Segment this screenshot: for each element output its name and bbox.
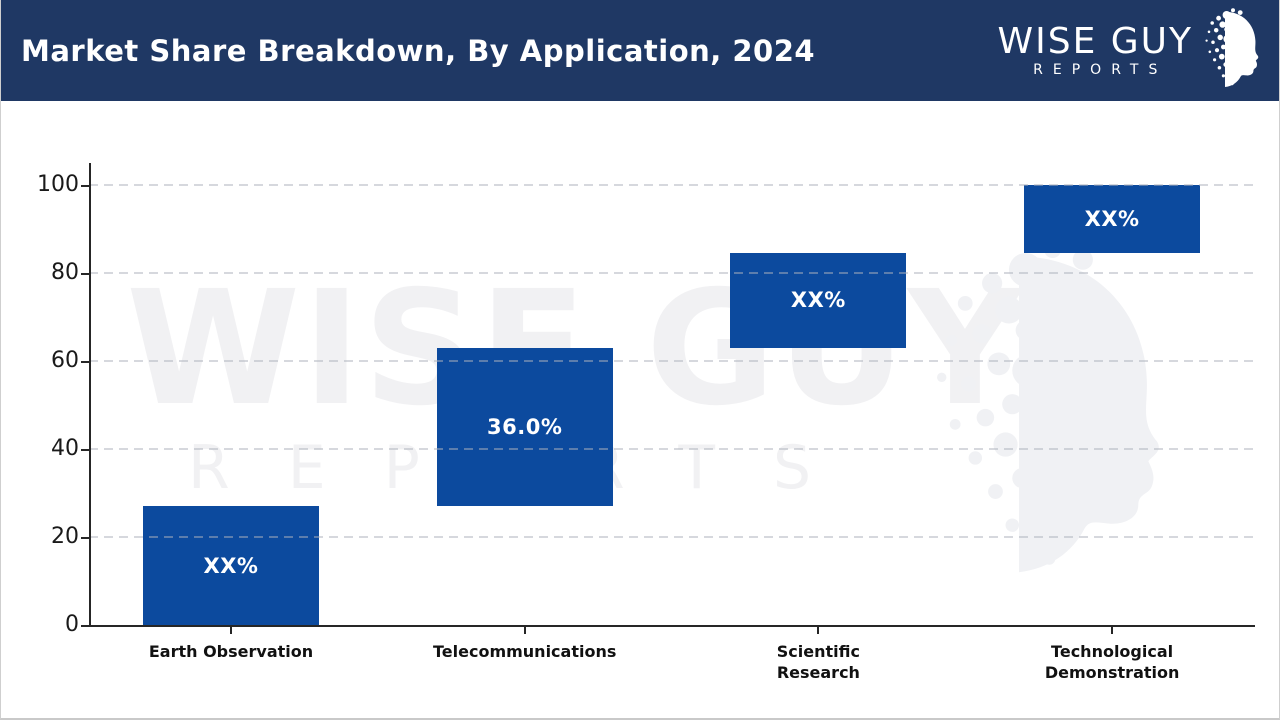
bar-scientific-research [730, 253, 907, 348]
chart-area: WISE GUY REPORTS XX%36.0%XX%XX%020406080… [1, 101, 1279, 717]
y-tick-mark [81, 273, 89, 275]
gridline-60 [89, 360, 1255, 362]
x-tick-mark [817, 627, 820, 634]
y-tick-label: 0 [65, 612, 79, 637]
logo-wordmark: WISE GUY [997, 21, 1193, 62]
x-tick-label-line: Demonstration [1044, 663, 1180, 682]
y-tick-mark [81, 537, 89, 539]
x-tick-mark [523, 627, 526, 634]
x-tick-label-line: Scientific [776, 642, 860, 661]
y-axis-line [89, 163, 91, 627]
y-tick-label: 20 [51, 524, 79, 549]
x-axis-line [89, 625, 1255, 627]
x-tick-label-line: Earth Observation [148, 642, 314, 661]
gridline-20 [89, 536, 1255, 538]
logo-text: WISE GUY REPORTS [997, 21, 1194, 79]
bar-value-label: 36.0% [487, 414, 563, 439]
y-tick-label: 60 [51, 348, 79, 373]
y-tick-mark [81, 185, 89, 187]
y-tick-label: 80 [51, 260, 79, 285]
gridline-80 [89, 272, 1255, 274]
y-tick-mark [81, 625, 89, 627]
wise-guy-reports-logo: WISE GUY REPORTS [998, 7, 1280, 95]
y-tick-label: 40 [51, 436, 79, 461]
y-tick-mark [81, 361, 89, 363]
bar-value-label: XX% [1084, 207, 1140, 232]
gridline-100 [89, 184, 1255, 186]
x-tick-label-line: Telecommunications [432, 642, 617, 661]
x-tick-mark [230, 627, 232, 634]
bar-value-label: XX% [790, 288, 846, 313]
bar-value-label: XX% [203, 553, 259, 578]
y-tick-label: 100 [37, 172, 79, 197]
page-title: Market Share Breakdown, By Application, … [21, 33, 816, 68]
header-bar: Market Share Breakdown, By Application, … [1, 0, 1280, 101]
logo-face-icon [1205, 7, 1259, 87]
gridline-40 [89, 448, 1255, 450]
x-tick-label-technological-demonstration: Technological Demonstration [962, 641, 1262, 683]
bar-earth-observation [143, 506, 319, 625]
x-tick-label-line: Research [776, 663, 860, 682]
x-tick-label-line: Technological [1051, 642, 1174, 661]
x-tick-label-earth-observation: Earth Observation [81, 641, 381, 662]
y-tick-mark [81, 449, 89, 451]
x-tick-mark [1111, 627, 1114, 634]
x-tick-label-scientific-research: Scientific Research [668, 641, 968, 683]
bar-telecommunications [436, 347, 613, 507]
x-tick-label-telecommunications: Telecommunications [375, 641, 675, 662]
logo-subtitle: REPORTS [1033, 62, 1168, 78]
